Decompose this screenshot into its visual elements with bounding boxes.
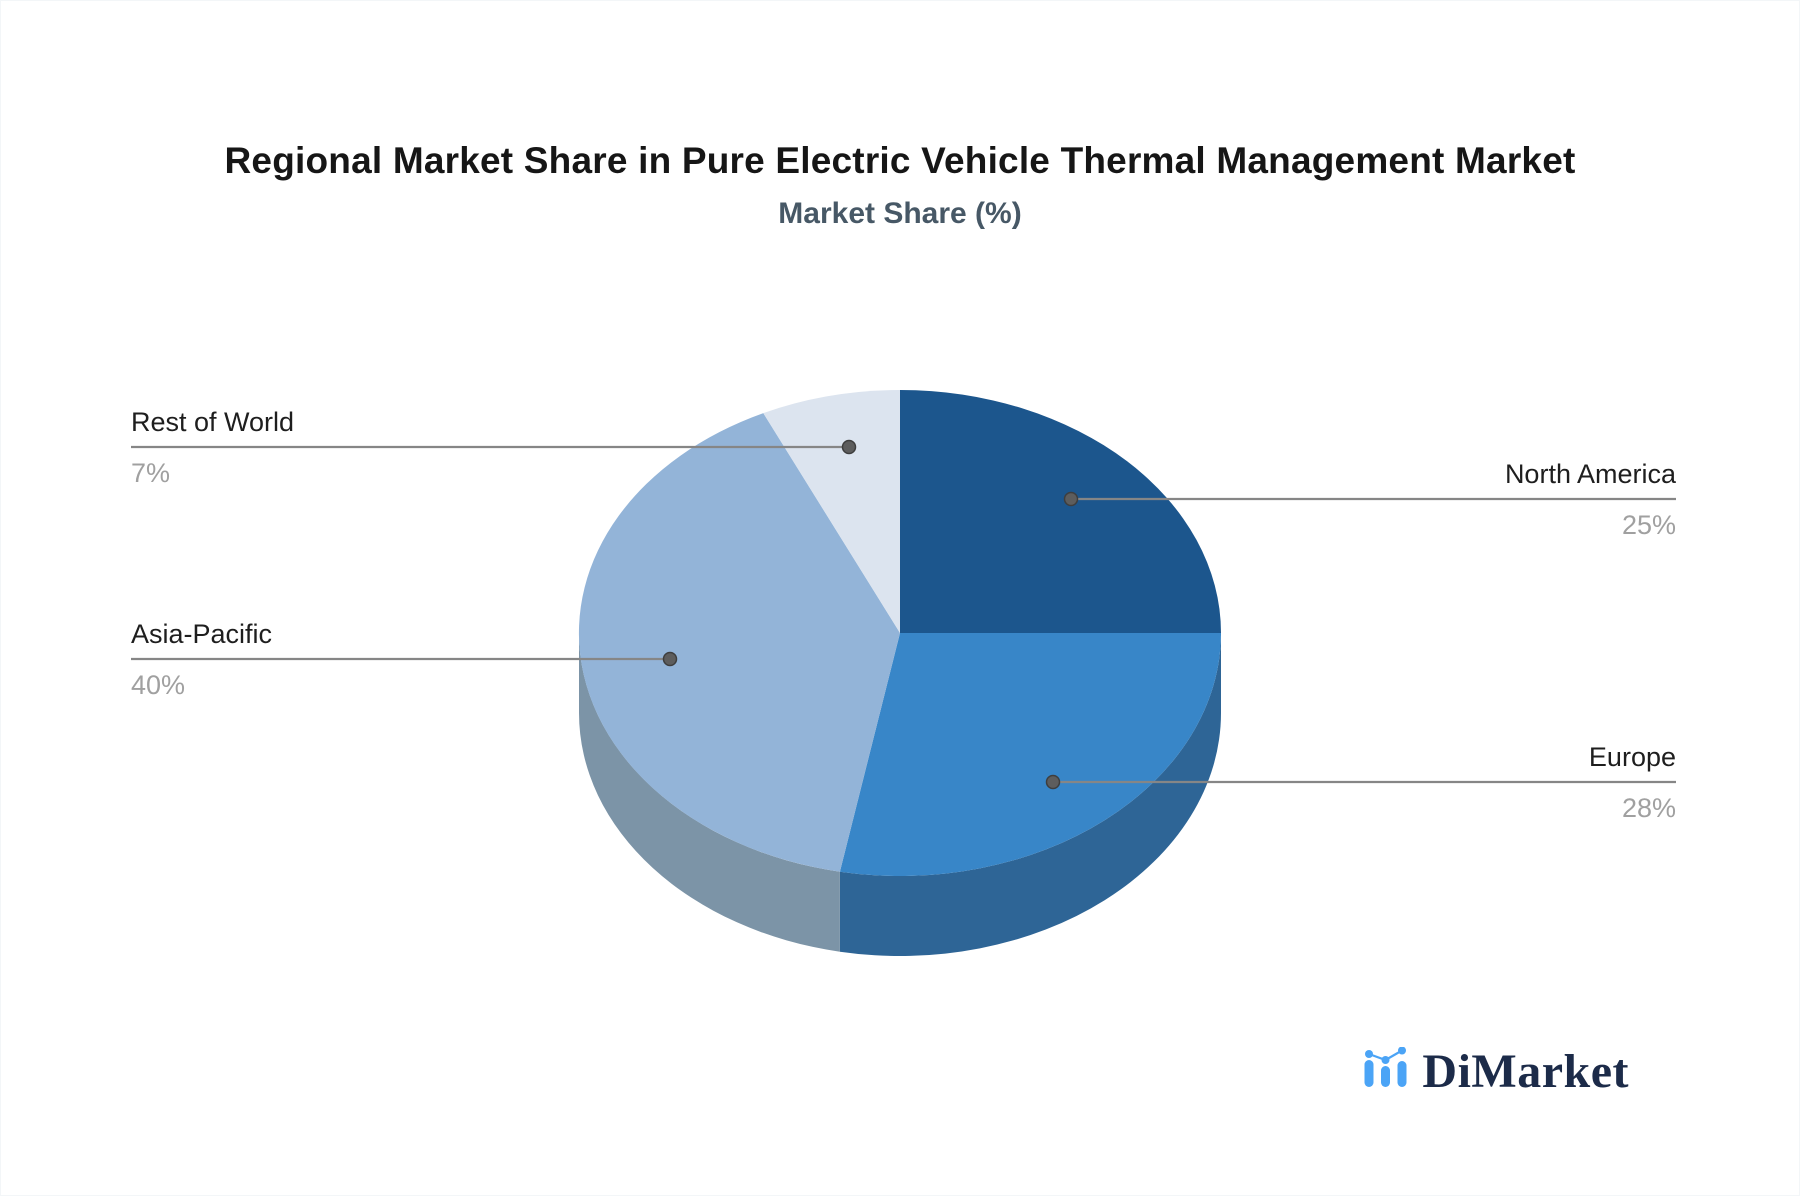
pie-slice-rest-of-world xyxy=(763,390,900,633)
pie-slices xyxy=(578,390,1221,956)
callout-value-north-america: 25% xyxy=(1621,510,1676,540)
callout-label-asia-pacific: Asia-Pacific xyxy=(131,619,273,649)
leader-dot-europe xyxy=(1045,774,1061,790)
leader-lines xyxy=(131,439,1676,790)
logo: DiMarket xyxy=(1364,1038,1629,1096)
pie-slice-side-asia-pacific xyxy=(579,633,840,952)
pie-slice-europe xyxy=(839,633,1221,876)
callout-label-rest-of-world: Rest of World xyxy=(131,407,295,437)
pie-slice-side-europe xyxy=(839,633,1221,956)
bar-line-chart-icon xyxy=(1364,1047,1407,1087)
pie-slice-north-america xyxy=(900,390,1221,633)
pie-slice-asia-pacific xyxy=(578,413,900,872)
callout-label-north-america: North America xyxy=(1504,459,1676,489)
callout-value-rest-of-world: 7% xyxy=(131,458,171,488)
callout-value-europe: 28% xyxy=(1621,793,1676,823)
logo-text: DiMarket xyxy=(1422,1045,1629,1098)
leader-dot-asia-pacific xyxy=(662,651,678,667)
leader-dot-rest-of-world xyxy=(841,439,857,455)
chart-title: Regional Market Share in Pure Electric V… xyxy=(224,140,1576,181)
chart-subtitle: Market Share (%) xyxy=(778,197,1022,230)
callout-value-asia-pacific: 40% xyxy=(131,670,186,700)
callout-label-europe: Europe xyxy=(1588,742,1676,772)
leader-dot-north-america xyxy=(1063,491,1079,507)
